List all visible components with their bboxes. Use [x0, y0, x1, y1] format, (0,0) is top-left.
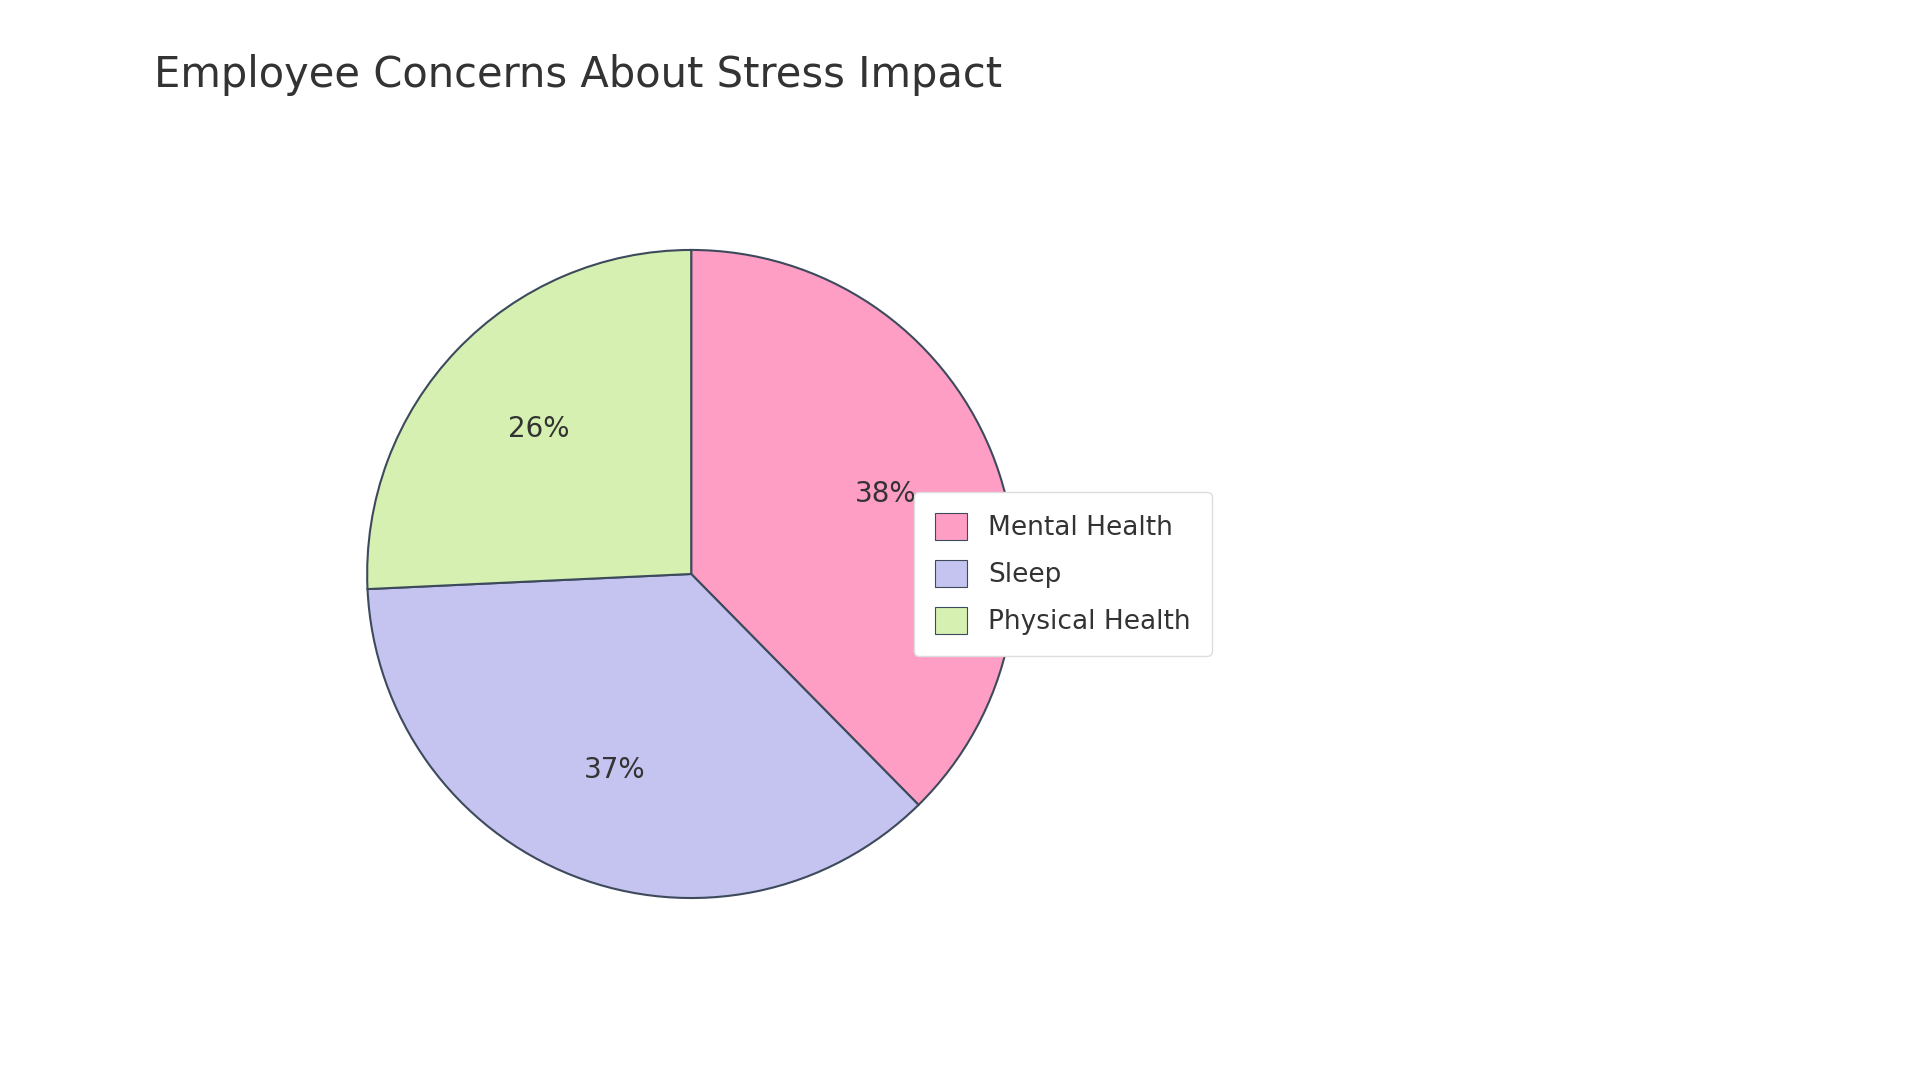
Wedge shape [367, 250, 691, 589]
Text: 38%: 38% [854, 480, 918, 508]
Wedge shape [367, 574, 918, 898]
Wedge shape [691, 250, 1016, 805]
Text: Employee Concerns About Stress Impact: Employee Concerns About Stress Impact [154, 54, 1002, 96]
Text: 37%: 37% [584, 756, 645, 784]
Legend: Mental Health, Sleep, Physical Health: Mental Health, Sleep, Physical Health [914, 492, 1212, 656]
Text: 26%: 26% [509, 415, 570, 443]
